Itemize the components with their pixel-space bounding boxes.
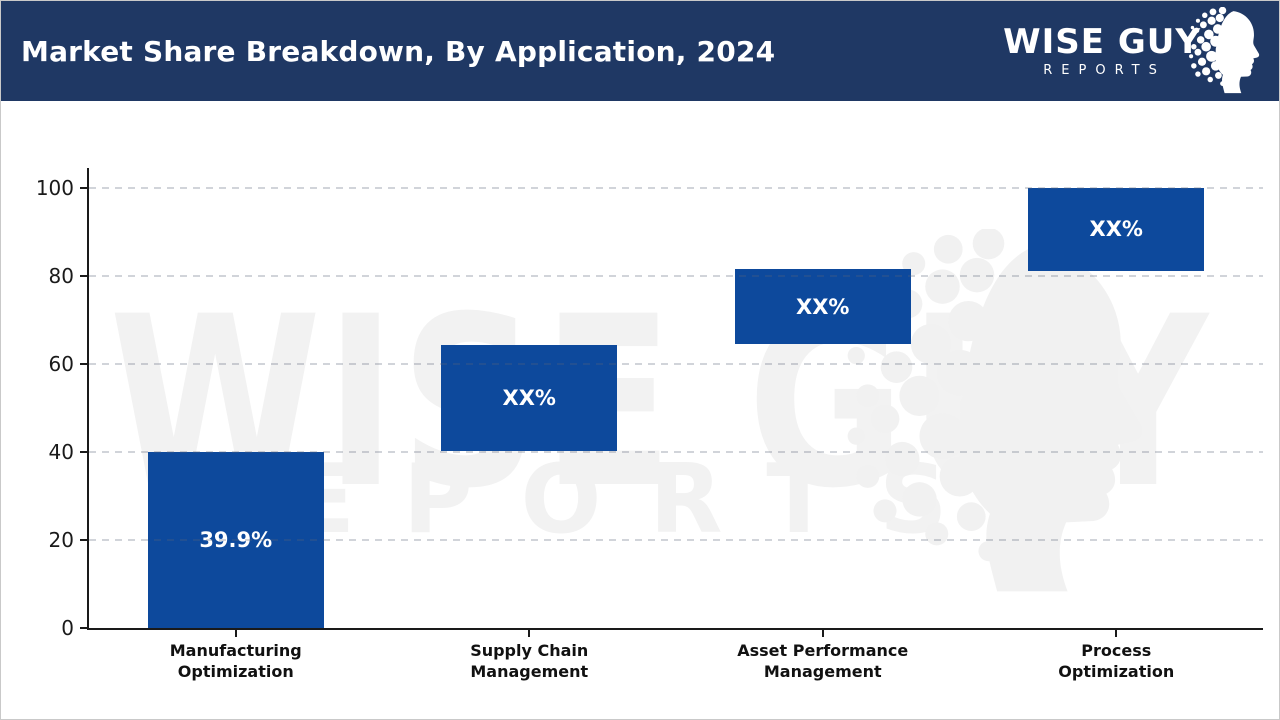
- x-tick-mark: [1115, 630, 1118, 637]
- y-tick-label: 60: [48, 352, 74, 376]
- category-label-line: Manufacturing: [169, 641, 302, 660]
- y-tick-mark: [80, 275, 89, 277]
- header: Market Share Breakdown, By Application, …: [1, 1, 1279, 101]
- category-label-line: Optimization: [177, 662, 294, 681]
- bar-value-label: XX%: [1089, 217, 1143, 242]
- y-tick-label: 40: [48, 440, 74, 464]
- y-tick-mark: [80, 187, 89, 189]
- x-tick-mark: [528, 630, 531, 637]
- bar-segment: XX%: [734, 268, 911, 345]
- logo-text: WISE GUY REPORTS: [1003, 25, 1201, 78]
- y-tick-mark: [80, 363, 89, 365]
- bar-value-label: XX%: [502, 386, 556, 411]
- category-label-line: Asset Performance: [737, 641, 909, 660]
- y-tick-mark: [80, 451, 89, 453]
- y-tick-mark: [80, 627, 89, 629]
- category-label: Manufacturing Optimization: [96, 640, 376, 682]
- category-label: Process Optimization: [976, 640, 1256, 682]
- bar-value-label: 39.9%: [199, 528, 273, 553]
- bar-segment: XX%: [1028, 188, 1205, 271]
- bar-segment: 39.9%: [147, 452, 324, 628]
- x-axis-line: [87, 628, 1263, 630]
- bar-segment: XX%: [441, 345, 618, 452]
- category-label-line: Management: [470, 662, 589, 681]
- y-tick-mark: [80, 539, 89, 541]
- logo-face-icon: [1187, 6, 1269, 96]
- x-tick-mark: [234, 630, 237, 637]
- y-tick-label: 80: [48, 264, 74, 288]
- category-label: Asset Performance Management: [683, 640, 963, 682]
- category-label: Supply Chain Management: [389, 640, 669, 682]
- logo-reports-text: REPORTS: [1043, 62, 1166, 78]
- y-tick-label: 0: [61, 616, 74, 640]
- category-label-line: Management: [763, 662, 882, 681]
- category-label-line: Optimization: [1058, 662, 1175, 681]
- wise-guy-reports-logo: WISE GUY REPORTS: [1003, 6, 1269, 96]
- bar-value-label: XX%: [796, 294, 850, 319]
- x-tick-mark: [821, 630, 824, 637]
- page-title: Market Share Breakdown, By Application, …: [21, 34, 776, 68]
- watermark-face-icon: [839, 227, 1184, 603]
- y-tick-label: 20: [48, 528, 74, 552]
- category-label-line: Supply Chain: [470, 641, 589, 660]
- logo-wordmark: WISE GUY: [1003, 21, 1201, 62]
- category-label-line: Process: [1081, 641, 1152, 660]
- y-axis-line: [87, 168, 89, 630]
- y-tick-label: 100: [35, 176, 74, 200]
